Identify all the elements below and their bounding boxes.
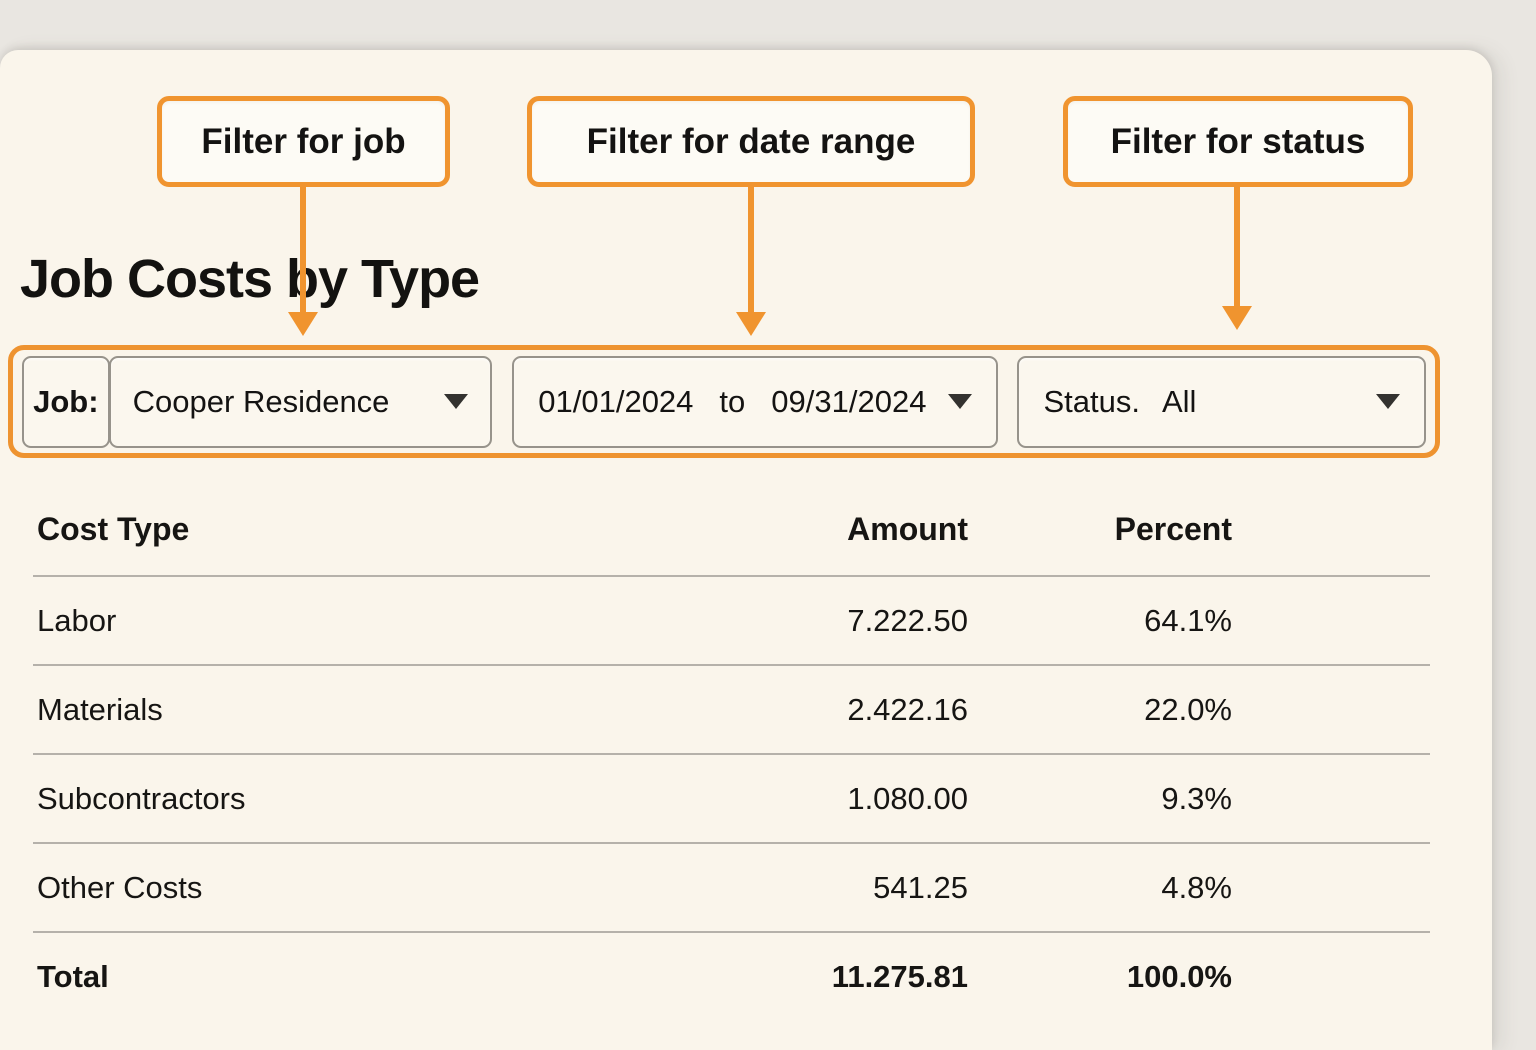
report-panel [0, 50, 1492, 1050]
amount-cell: 11.275.81 [831, 958, 968, 994]
callout-filter-for-job-label: Filter for job [201, 121, 406, 161]
col-header-percent: Percent [1114, 510, 1232, 547]
job-filter-label: Job: [22, 355, 110, 448]
percent-cell: 64.1% [1144, 602, 1232, 638]
callout-filter-for-job: Filter for job [157, 96, 450, 187]
callout-filter-for-status-label: Filter for status [1110, 121, 1366, 161]
table-row-materials: Materials 2.422.16 22.0% [33, 666, 1430, 755]
filter-bar: Job: Cooper Residence 01/01/2024 to 09/3… [8, 345, 1440, 458]
job-costs-table: Cost Type Amount Percent Labor 7.222.50 … [33, 483, 1430, 1020]
status-selected-value: All [1161, 383, 1197, 419]
status-value: Status. All [1043, 384, 1196, 420]
amount-cell: 2.422.16 [847, 691, 968, 727]
percent-cell: 4.8% [1161, 869, 1232, 905]
chevron-down-icon [444, 394, 469, 409]
date-from-value: 01/01/2024 [538, 383, 694, 419]
amount-cell: 1.080.00 [847, 780, 968, 816]
amount-cell: 7.222.50 [847, 602, 968, 638]
percent-cell: 9.3% [1161, 780, 1232, 816]
col-header-amount: Amount [847, 510, 968, 547]
date-range-dropdown[interactable]: 01/01/2024 to 09/31/2024 [512, 355, 999, 448]
col-header-cost-type: Cost Type [37, 510, 190, 547]
table-row-labor: Labor 7.222.50 64.1% [33, 577, 1430, 666]
date-range-value: 01/01/2024 to 09/31/2024 [538, 384, 926, 420]
job-dropdown[interactable]: Cooper Residence [108, 355, 493, 448]
page-title: Job Costs by Type [20, 249, 480, 309]
arrow-to-job-filter [300, 185, 306, 313]
cost-type-cell: Subcontractors [37, 780, 246, 816]
arrow-to-date-filter [748, 185, 754, 313]
cost-type-cell: Labor [37, 602, 117, 638]
percent-cell: 22.0% [1144, 691, 1232, 727]
callout-filter-for-date-range: Filter for date range [527, 96, 975, 187]
cost-type-cell: Total [37, 958, 109, 994]
percent-cell: 100.0% [1126, 958, 1232, 994]
chevron-down-icon [1376, 394, 1400, 409]
table-header-row: Cost Type Amount Percent [33, 483, 1430, 577]
table-row-subcontractors: Subcontractors 1.080.00 9.3% [33, 755, 1430, 844]
callout-filter-for-status: Filter for status [1063, 96, 1413, 187]
amount-cell: 541.25 [873, 869, 968, 905]
cost-type-cell: Materials [37, 691, 163, 727]
job-dropdown-value: Cooper Residence [132, 383, 390, 419]
chevron-down-icon [948, 394, 973, 409]
job-filter-label-text: Job: [33, 383, 99, 419]
arrow-to-status-filter [1234, 185, 1240, 307]
date-to-value: 09/31/2024 [771, 383, 927, 419]
status-label-text: Status. [1043, 383, 1140, 419]
callout-filter-for-date-range-label: Filter for date range [586, 121, 916, 161]
table-row-total: Total 11.275.81 100.0% [33, 933, 1430, 1020]
table-row-other-costs: Other Costs 541.25 4.8% [33, 844, 1430, 933]
status-dropdown[interactable]: Status. All [1017, 355, 1426, 448]
cost-type-cell: Other Costs [37, 869, 203, 905]
date-connector-text: to [719, 383, 746, 419]
